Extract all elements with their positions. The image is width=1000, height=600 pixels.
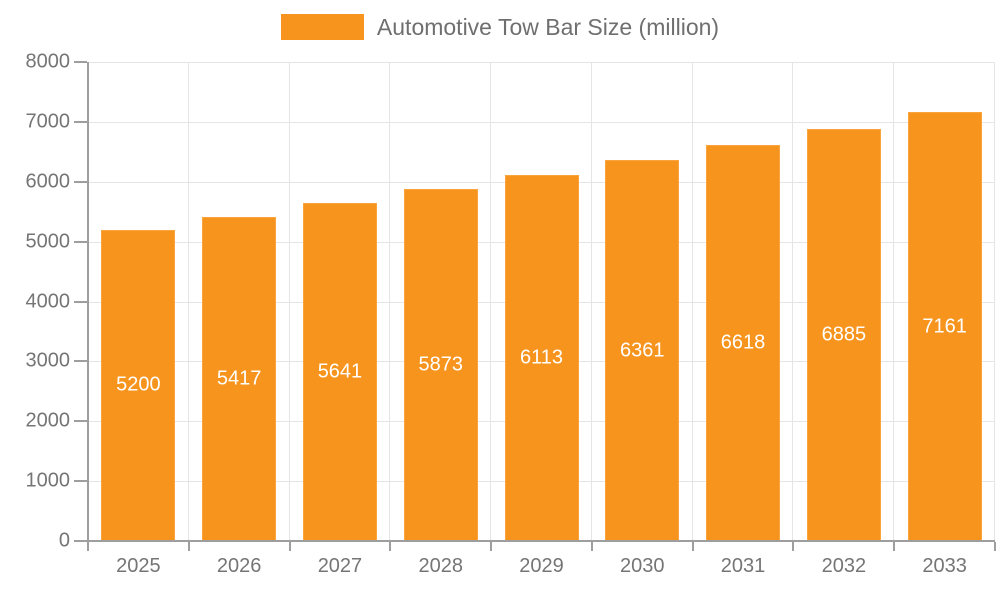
y-axis-tick-label: 8000 [25,50,71,73]
x-axis-tick [893,542,896,551]
x-axis-line [87,540,995,542]
y-axis-tick [74,300,87,303]
bar[interactable] [101,229,176,541]
bar[interactable] [605,160,680,541]
bar-value-label: 5417 [216,367,262,390]
x-axis-tick [994,542,996,551]
x-axis-tick-label: 2026 [216,555,262,577]
bar-value-label: 5641 [317,360,363,383]
x-axis-tick-label: 2027 [317,555,363,577]
gridline-horizontal [88,62,995,63]
y-axis-tick [74,420,87,423]
gridline-vertical [187,62,189,541]
x-axis-tick-label: 2033 [922,555,967,577]
bar-value-label: 5200 [116,373,161,396]
gridline-vertical [590,62,592,541]
y-axis-tick-label: 2000 [25,409,71,432]
x-axis-tick [187,542,190,551]
x-axis-tick [792,542,795,551]
bar-value-label: 6361 [620,339,665,362]
legend-swatch [280,14,364,40]
y-axis-tick-label: 6000 [25,170,71,193]
gridline-horizontal [88,121,995,123]
bar-value-label: 6113 [519,346,563,369]
gridline-vertical [490,62,492,541]
x-axis-tick-label: 2028 [418,555,463,577]
bar-value-label: 7161 [922,315,967,338]
x-axis-tick-label: 2031 [720,555,766,577]
y-axis-tick-label: 4000 [25,290,71,312]
y-axis-tick [74,480,87,483]
bar[interactable] [504,174,579,541]
gridline-vertical [994,62,995,541]
y-axis-tick-label: 3000 [25,349,71,372]
x-axis-tick-label: 2025 [116,555,161,577]
gridline-vertical [389,62,391,541]
x-axis-tick-label: 2030 [620,555,665,577]
y-axis-tick [74,120,87,123]
y-axis-tick-label: 5000 [25,230,71,253]
y-axis-tick [74,240,87,243]
gridline-vertical [893,62,895,541]
y-axis-tick-label: 1000 [25,469,71,492]
gridline-vertical [288,62,290,541]
bar-value-label: 5873 [418,353,463,376]
x-axis-tick [490,542,493,551]
gridline-vertical [792,62,794,541]
bar[interactable] [202,216,277,541]
bar[interactable] [403,189,478,541]
gridline-vertical [691,62,693,541]
y-axis-tick-label: 0 [58,529,70,552]
y-axis-tick [74,180,87,183]
bar[interactable] [706,144,781,541]
legend-label: Automotive Tow Bar Size (million) [376,14,720,40]
y-axis-tick [74,360,87,363]
y-axis-tick [74,61,87,63]
y-axis-tick [74,540,87,542]
x-axis-tick [691,542,694,551]
plot-area: 5200 5417 5641 5873 6113 6361 6618 6885 7161 0 100… [26,51,996,577]
y-axis-line [87,62,89,541]
x-axis-tick [389,542,392,551]
bar-value-label: 6618 [720,331,766,354]
bar-value-label: 6885 [821,323,867,346]
x-axis-tick-label: 2032 [821,555,867,577]
legend[interactable]: Automotive Tow Bar Size (million) [0,14,1000,40]
bar[interactable] [806,128,881,541]
bar[interactable] [907,112,982,541]
x-axis-tick [87,542,89,551]
bar[interactable] [302,203,377,541]
x-axis-tick-label: 2029 [519,555,564,577]
y-axis-tick-label: 7000 [25,110,71,133]
x-axis-tick [288,542,291,551]
x-axis-tick [590,542,593,551]
